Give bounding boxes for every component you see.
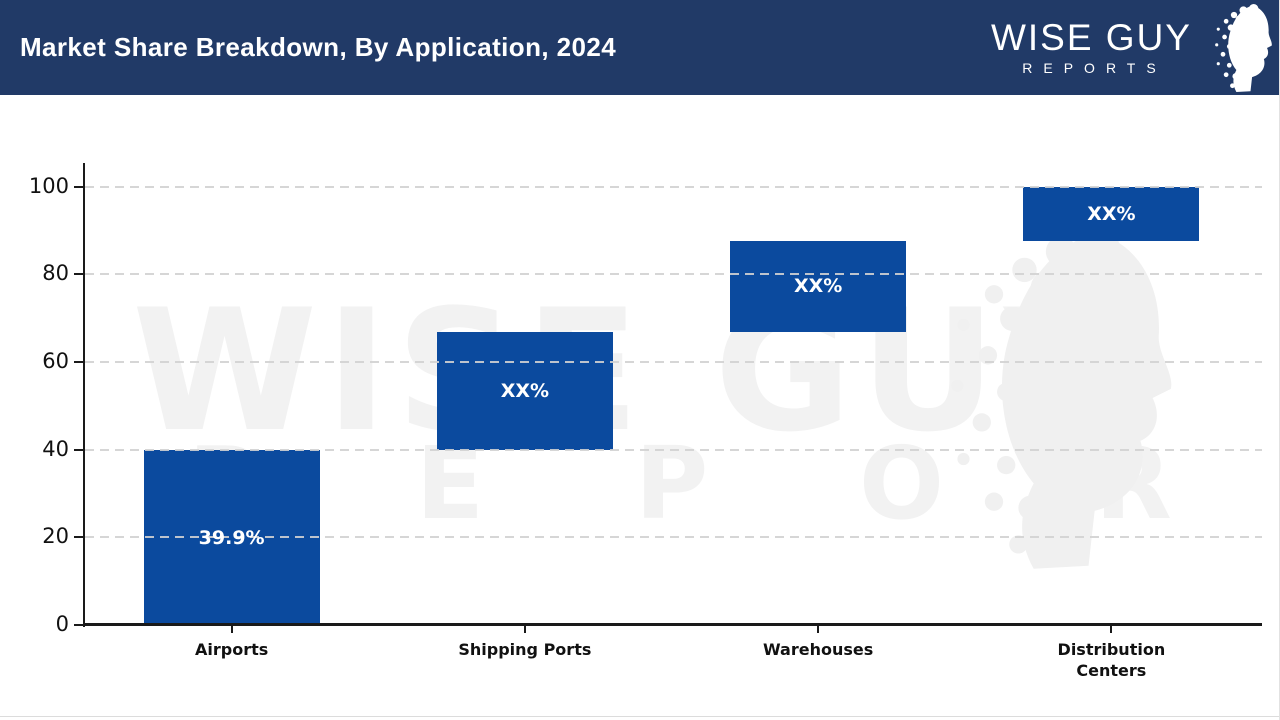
bar-value-label: 39.9% [198, 526, 265, 549]
bar-value-label: XX% [1087, 202, 1136, 225]
gridline-60 [85, 361, 1262, 364]
x-tick-4 [1110, 626, 1113, 633]
bar-distribution-centers [1023, 186, 1200, 241]
x-tick-2 [523, 626, 526, 633]
page-title: Market Share Breakdown, By Application, … [20, 32, 617, 62]
bottom-border [0, 716, 1279, 717]
y-tick-label-60: 60 [42, 349, 69, 374]
watermark: WISE GUY R E P O R T S [0, 95, 1279, 720]
y-tick-100 [74, 185, 83, 188]
x-category-label: Warehouses [762, 640, 874, 659]
x-tick-3 [817, 626, 820, 633]
plot-area: 0 20 40 60 80 100 39.9% XX% XX% XX% Airports Shippi… [29, 163, 1262, 680]
watermark-wordmark: WISE GUY [132, 273, 1135, 469]
bar-value-label: XX% [793, 275, 843, 298]
logo-subtext: REPORTS [1022, 59, 1167, 76]
y-tick-label-100: 100 [28, 173, 69, 198]
y-tick-label-80: 80 [42, 261, 69, 286]
y-tick-60 [74, 361, 83, 364]
x-category-label: Distribution Centers [1057, 640, 1166, 680]
y-tick-label-0: 0 [55, 612, 69, 636]
y-axis-line [83, 163, 85, 627]
x-category-label: Shipping Ports [458, 640, 592, 659]
bar-value-label: XX% [500, 380, 550, 402]
x-category-label: Airports [194, 640, 269, 659]
y-tick-label-20: 20 [42, 524, 69, 549]
logo-head-icon [1215, 3, 1272, 92]
bar-shipping-ports [436, 331, 613, 451]
gridline-40 [85, 448, 1262, 451]
gridline-20 [85, 536, 1262, 539]
y-tick-40 [74, 448, 83, 451]
y-tick-20 [74, 536, 83, 539]
x-axis-line [83, 623, 1262, 626]
x-tick-1 [230, 626, 233, 633]
logo-wordmark: WISE GUY [990, 17, 1192, 59]
bar-warehouses [730, 240, 907, 332]
brand-logo-text: WISE GUY REPORTS [990, 17, 1192, 76]
y-tick-80 [74, 273, 83, 276]
header: Market Share Breakdown, By Application, … [0, 0, 1279, 95]
gridline-100 [85, 185, 1262, 188]
gridline-80 [85, 273, 1262, 276]
watermark-head-icon [951, 227, 1172, 569]
brand-logo: WISE GUY REPORTS [991, 0, 1274, 95]
y-tick-0 [74, 624, 83, 626]
y-tick-label-40: 40 [42, 436, 69, 461]
